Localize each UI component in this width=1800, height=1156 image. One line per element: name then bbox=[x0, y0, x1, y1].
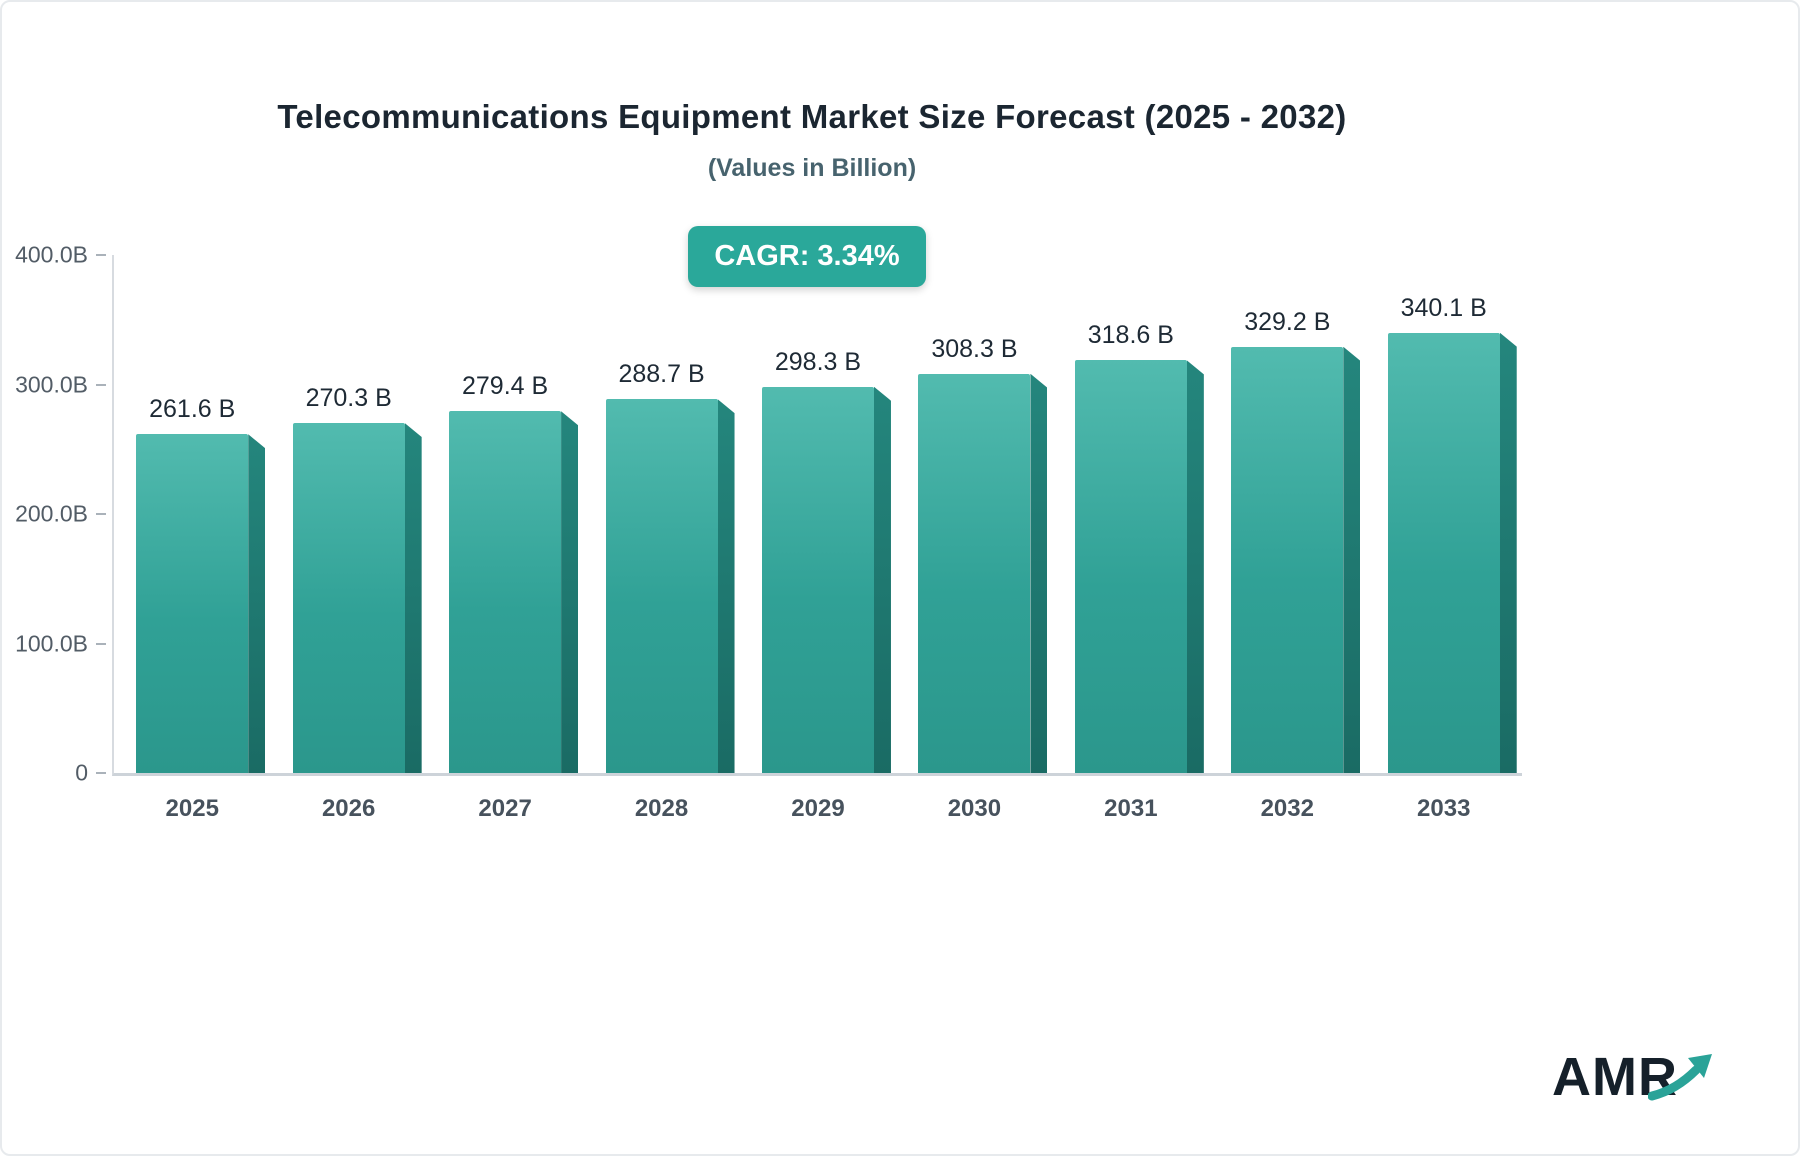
bar-2025: 261.6 B 2025 bbox=[136, 255, 266, 822]
bar-front-face bbox=[292, 422, 405, 773]
x-axis-label: 2030 bbox=[947, 795, 1002, 822]
x-axis-label: 2032 bbox=[1260, 795, 1314, 822]
x-axis-label: 2027 bbox=[478, 795, 532, 822]
bar-side-face bbox=[1343, 346, 1361, 773]
bar bbox=[1387, 332, 1517, 773]
chart-subtitle: (Values in Billion) bbox=[707, 154, 917, 182]
bar-value-label: 340.1 B bbox=[1400, 293, 1487, 322]
y-tick-label: 0 bbox=[75, 759, 88, 786]
bar-value-label: 308.3 B bbox=[931, 334, 1018, 363]
bar-side-face bbox=[1499, 332, 1517, 773]
bar-value-label: 270.3 B bbox=[305, 383, 392, 412]
y-tick-mark bbox=[96, 513, 106, 515]
bar-2032: 329.2 B 2032 bbox=[1231, 255, 1361, 822]
x-axis-label: 2033 bbox=[1417, 795, 1471, 822]
bar bbox=[1231, 346, 1361, 773]
bar-front-face bbox=[449, 411, 562, 773]
x-axis-label: 2029 bbox=[791, 795, 845, 822]
bar bbox=[449, 411, 579, 773]
bar bbox=[605, 399, 735, 773]
plot-area: 261.6 B 2025 270.3 B 2026 279.4 B 2027 288.7 B… bbox=[112, 255, 1522, 822]
bar-value-label: 329.2 B bbox=[1244, 307, 1331, 336]
y-tick-label: 300.0B bbox=[15, 371, 88, 397]
bar-front-face bbox=[1387, 332, 1500, 773]
bar-side-face bbox=[1030, 373, 1048, 773]
bar-side-face bbox=[1186, 360, 1204, 773]
growth-arrow-icon bbox=[1648, 1054, 1712, 1101]
bar bbox=[1074, 360, 1204, 773]
x-axis-label: 2028 bbox=[634, 795, 689, 822]
bar bbox=[761, 386, 891, 773]
x-axis-label: 2025 bbox=[165, 795, 219, 822]
y-tick-mark bbox=[96, 254, 106, 256]
bar-side-face bbox=[561, 411, 579, 773]
chart-header: Telecommunications Equipment Market Size… bbox=[2, 98, 1622, 183]
bar-value-label: 318.6 B bbox=[1087, 321, 1174, 350]
bar bbox=[292, 422, 422, 773]
y-tick-mark bbox=[96, 772, 106, 774]
bar-value-label: 279.4 B bbox=[462, 372, 549, 401]
bar-2028: 288.7 B 2028 bbox=[605, 255, 735, 822]
bar-front-face bbox=[918, 373, 1031, 773]
bar-front-face bbox=[605, 399, 718, 773]
y-tick-mark bbox=[96, 383, 106, 386]
bar-value-label: 298.3 B bbox=[774, 347, 862, 376]
bar-front-face bbox=[1074, 360, 1187, 773]
y-tick-mark bbox=[96, 642, 106, 645]
bar-front-face bbox=[1231, 346, 1344, 773]
bar-side-face bbox=[873, 386, 891, 773]
amr-logo: AMR bbox=[1552, 1050, 1712, 1104]
bar-side-face bbox=[404, 422, 422, 773]
bar-2029: 298.3 B 2029 bbox=[761, 255, 891, 822]
bar bbox=[918, 373, 1048, 773]
bar-2031: 318.6 B 2031 bbox=[1074, 255, 1204, 822]
x-axis-label: 2031 bbox=[1104, 795, 1158, 822]
bars-container: 261.6 B 2025 270.3 B 2026 279.4 B 2027 288.7 B… bbox=[114, 255, 1522, 822]
bar-2026: 270.3 B 2026 bbox=[292, 255, 422, 822]
bar-side-face bbox=[717, 399, 735, 773]
chart-title: Telecommunications Equipment Market Size… bbox=[277, 98, 1347, 135]
x-axis-label: 2026 bbox=[321, 795, 376, 822]
y-tick-label: 100.0B bbox=[15, 630, 88, 656]
y-tick-label: 400.0B bbox=[15, 241, 88, 268]
bar-value-label: 288.7 B bbox=[618, 360, 705, 389]
bar-side-face bbox=[248, 434, 266, 773]
bar-2030: 308.3 B 2030 bbox=[918, 255, 1048, 822]
cagr-badge: CAGR: 3.34% bbox=[688, 226, 926, 287]
bar-2027: 279.4 B 2027 bbox=[449, 255, 579, 822]
bar-front-face bbox=[136, 434, 249, 773]
bar bbox=[136, 434, 266, 773]
bar-2033: 340.1 B 2033 bbox=[1387, 255, 1517, 822]
bar-value-label: 261.6 B bbox=[149, 395, 236, 424]
y-tick-label: 200.0B bbox=[15, 500, 88, 527]
y-axis: 400.0B 300.0B 200.0B 100.0B 0 bbox=[2, 242, 112, 786]
bar-front-face bbox=[761, 386, 874, 773]
